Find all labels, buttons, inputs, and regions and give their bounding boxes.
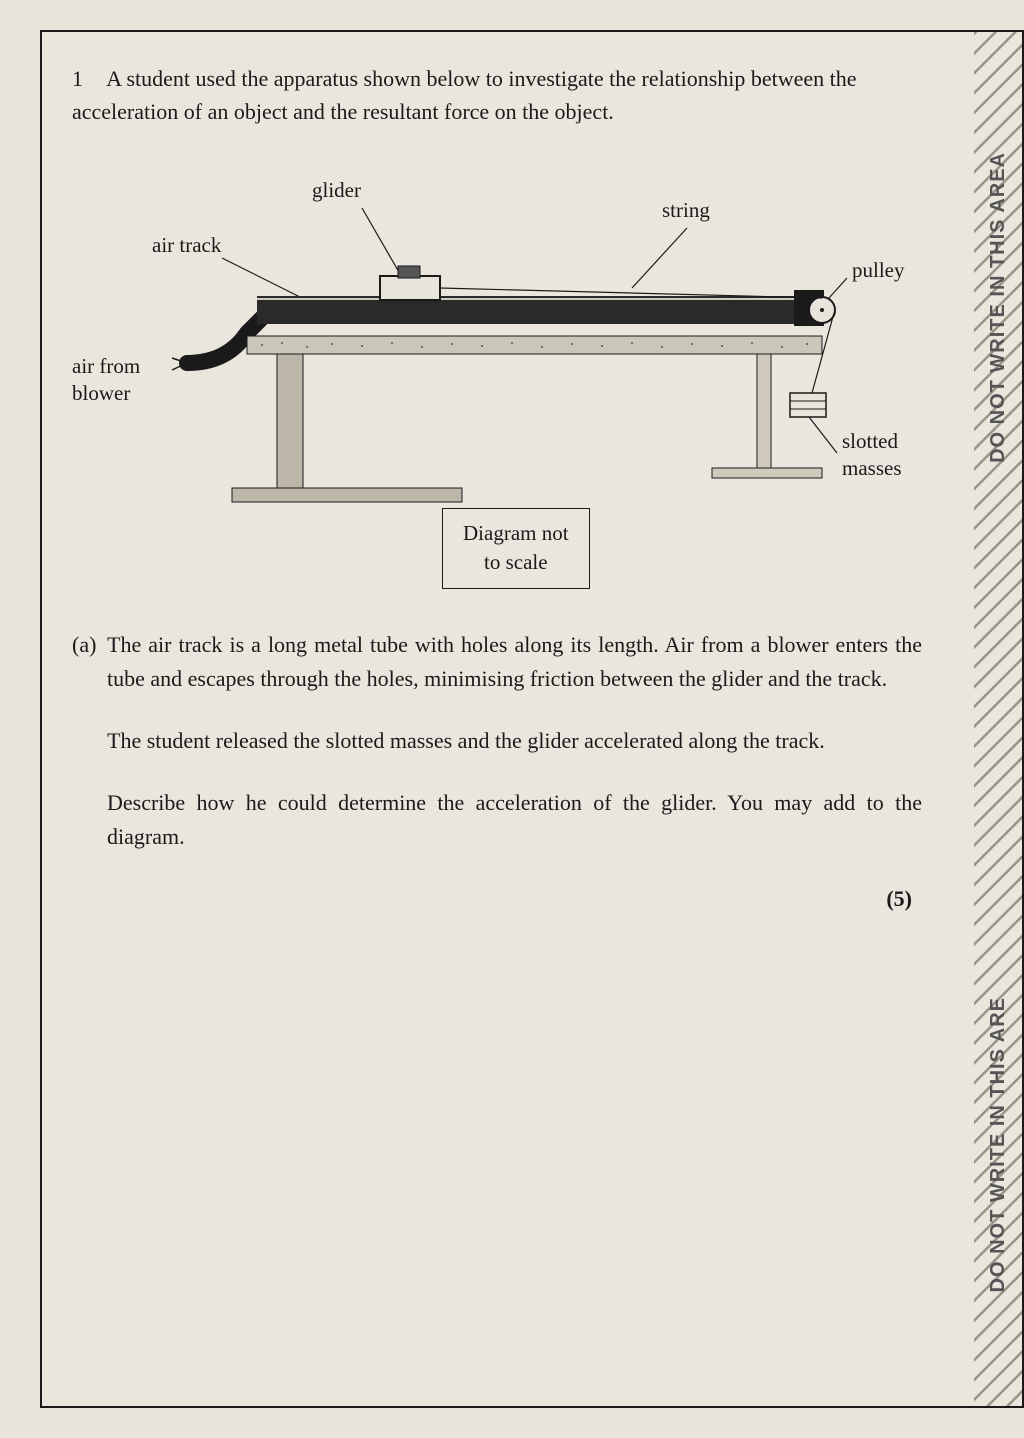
part-a-para3: Describe how he could determine the acce… <box>107 786 922 854</box>
label-string: string <box>662 198 710 223</box>
label-glider: glider <box>312 178 361 203</box>
question-number: 1 <box>72 62 102 95</box>
apparatus-diagram: glider string air track pulley air from … <box>72 158 942 578</box>
margin-strip: DO NOT WRITE IN THIS AREA DO NOT WRITE I… <box>974 32 1022 1406</box>
margin-text-upper: DO NOT WRITE IN THIS AREA <box>987 152 1010 463</box>
part-a-label: (a) <box>72 628 107 662</box>
page-border: 1 A student used the apparatus shown bel… <box>40 30 1024 1408</box>
label-pulley: pulley <box>852 258 905 283</box>
part-a-para1: (a)The air track is a long metal tube wi… <box>107 628 922 696</box>
marks: (5) <box>107 882 922 916</box>
label-air-track: air track <box>152 233 221 258</box>
not-to-scale-box: Diagram not to scale <box>442 508 590 589</box>
label-air-from-blower: air from blower <box>72 353 140 408</box>
intro-text: A student used the apparatus shown below… <box>72 66 857 124</box>
label-slotted-masses: slotted masses <box>842 428 902 483</box>
content-column: 1 A student used the apparatus shown bel… <box>72 62 997 917</box>
part-a-para2: The student released the slotted masses … <box>107 724 922 758</box>
margin-text-lower: DO NOT WRITE IN THIS ARE <box>987 997 1010 1292</box>
para1-text: The air track is a long metal tube with … <box>107 632 922 691</box>
part-a: (a)The air track is a long metal tube wi… <box>107 628 922 917</box>
question-intro: 1 A student used the apparatus shown bel… <box>72 62 942 128</box>
